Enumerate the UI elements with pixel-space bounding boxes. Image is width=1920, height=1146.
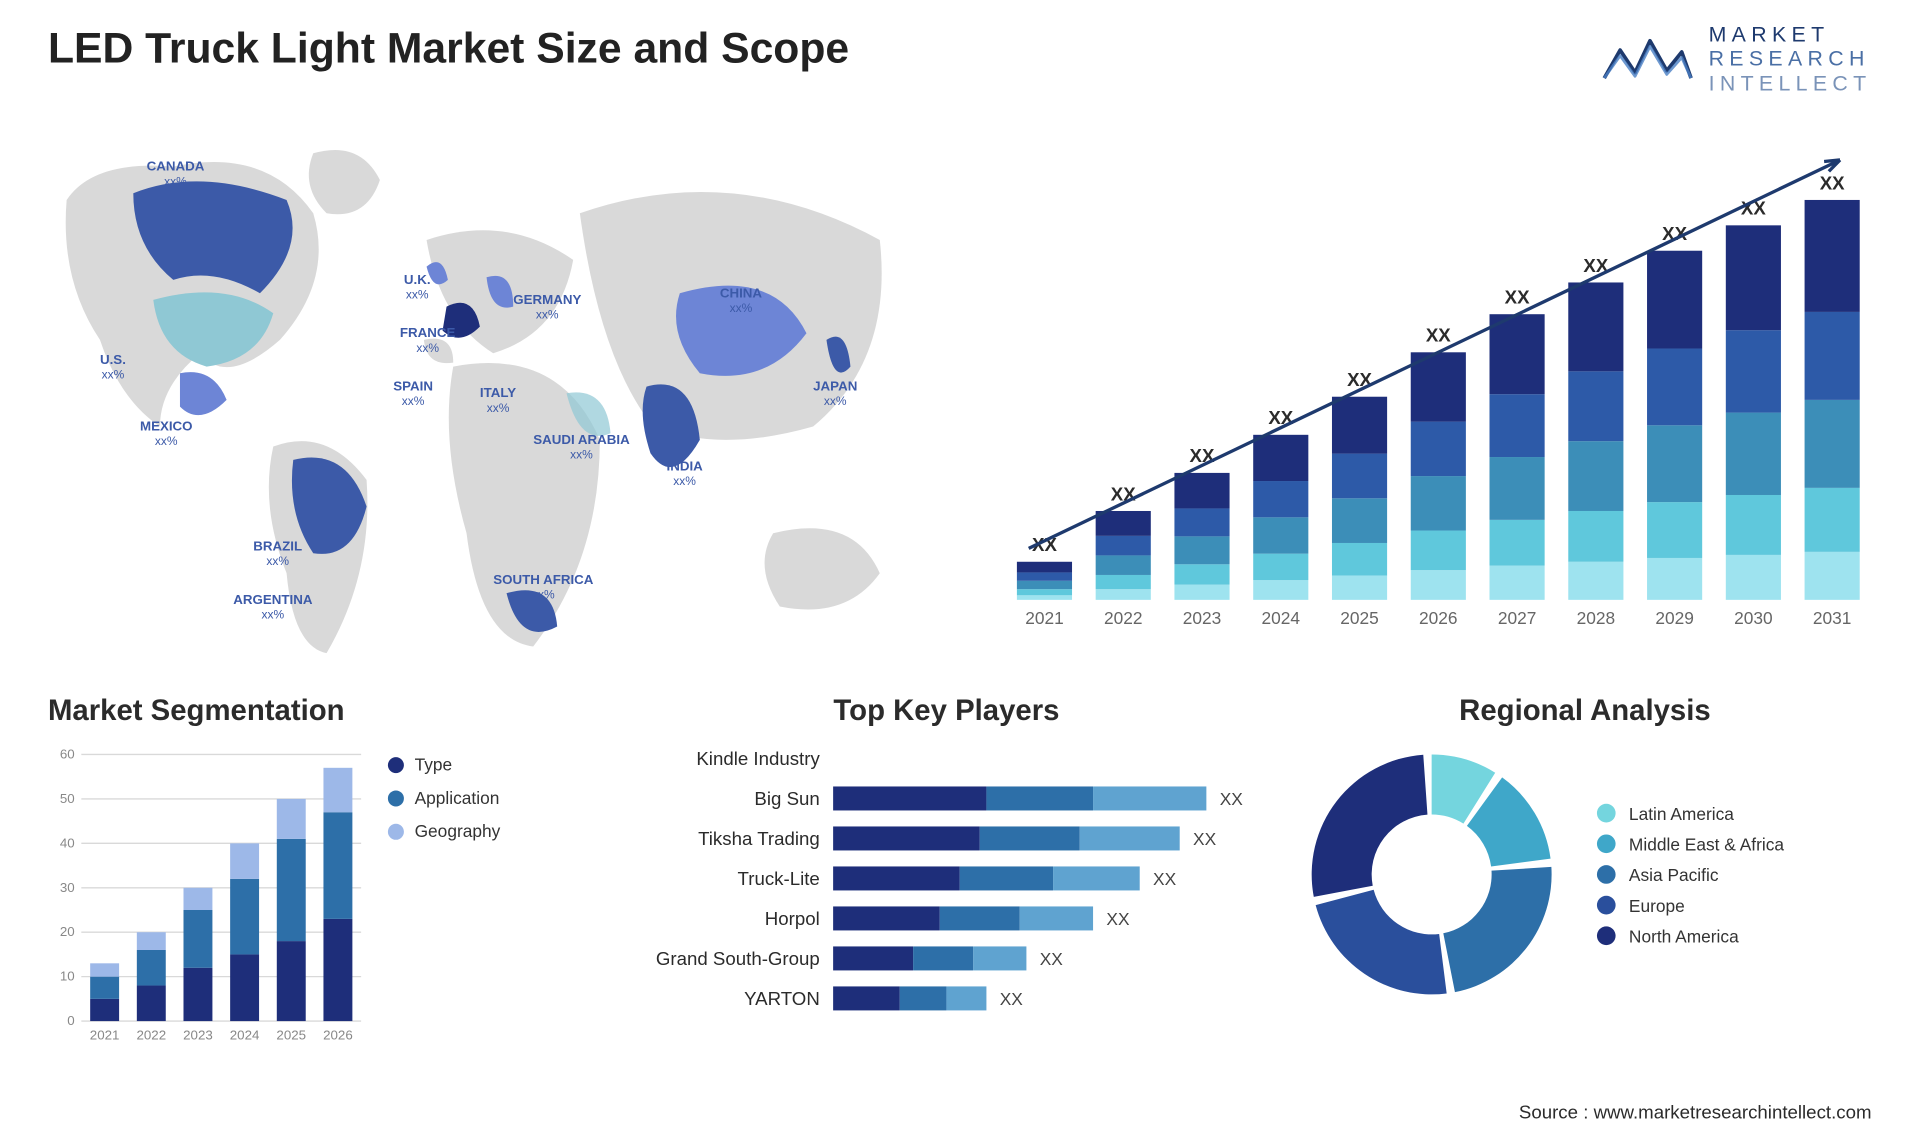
svg-text:2030: 2030	[1734, 608, 1773, 628]
country-label: CANADAxx%	[147, 160, 205, 189]
logo-mark-icon	[1599, 29, 1692, 93]
regional-legend-item: Asia Pacific	[1597, 864, 1784, 884]
svg-text:2022: 2022	[1104, 608, 1143, 628]
segmentation-legend-item: Geography	[388, 821, 500, 841]
player-label: Kindle Industry	[620, 738, 833, 778]
player-label: Horpol	[620, 898, 833, 938]
player-label: Big Sun	[620, 778, 833, 818]
regional-legend-item: Europe	[1597, 895, 1784, 915]
player-value-label: XX	[1000, 988, 1023, 1008]
svg-text:0: 0	[67, 1013, 74, 1028]
country-label: SPAINxx%	[393, 380, 433, 409]
country-label: JAPANxx%	[813, 380, 857, 409]
svg-text:2024: 2024	[1262, 608, 1301, 628]
svg-text:2028: 2028	[1577, 608, 1616, 628]
regional-legend: Latin America Middle East & Africa Asia Pa…	[1597, 792, 1784, 956]
svg-text:XX: XX	[1190, 445, 1215, 466]
segmentation-legend-item: Application	[388, 788, 500, 808]
svg-text:2025: 2025	[276, 1028, 306, 1043]
country-label: BRAZILxx%	[253, 540, 302, 569]
segmentation-bar-chart: 0 10 20 30 40 50 60 2021 2022 2023 2024 2025 2026	[48, 741, 361, 1048]
segmentation-legend-item: Type	[388, 754, 500, 774]
svg-text:2031: 2031	[1813, 608, 1852, 628]
country-label: ITALYxx%	[480, 387, 516, 416]
svg-text:40: 40	[60, 835, 75, 850]
player-label: Truck-Lite	[620, 858, 833, 898]
svg-text:2023: 2023	[1183, 608, 1222, 628]
svg-text:2024: 2024	[230, 1028, 260, 1043]
player-value-label: XX	[1193, 828, 1216, 848]
svg-text:30: 30	[60, 880, 75, 895]
growth-bar-chart: XX2021XX2022XX2023XX2024XX2025XX2026XX20…	[992, 147, 1872, 640]
svg-text:2023: 2023	[183, 1028, 213, 1043]
page-title: LED Truck Light Market Size and Scope	[48, 24, 849, 73]
svg-text:2022: 2022	[136, 1028, 166, 1043]
player-label: Grand South-Group	[620, 938, 833, 978]
player-label: Tiksha Trading	[620, 818, 833, 858]
regional-section: Regional Analysis Latin America Middle Ea…	[1298, 693, 1871, 1008]
players-bars-column: XXXXXXXXXXXX	[833, 738, 1273, 1018]
key-players-section: Top Key Players Kindle IndustryBig SunTi…	[620, 693, 1273, 1018]
country-label: U.K.xx%	[404, 273, 431, 302]
svg-text:50: 50	[60, 791, 75, 806]
country-label: GERMANYxx%	[513, 293, 581, 322]
player-value-label: XX	[1220, 788, 1243, 808]
country-label: FRANCExx%	[400, 327, 456, 356]
segmentation-legend: Type Application Geography	[388, 741, 500, 1048]
regional-legend-item: North America	[1597, 926, 1784, 946]
svg-text:2025: 2025	[1340, 608, 1379, 628]
player-label: YARTON	[620, 978, 833, 1018]
regional-legend-item: Latin America	[1597, 803, 1784, 823]
country-label: CHINAxx%	[720, 287, 762, 316]
players-heading: Top Key Players	[620, 693, 1273, 728]
country-label: SAUDI ARABIAxx%	[533, 433, 630, 462]
player-value-label: XX	[1040, 948, 1063, 968]
logo-line-2: RESEARCH	[1709, 49, 1872, 74]
regional-legend-item: Middle East & Africa	[1597, 834, 1784, 854]
brand-logo: MARKET RESEARCH INTELLECT	[1599, 24, 1871, 98]
logo-line-3: INTELLECT	[1709, 73, 1872, 98]
player-bar-row: XX	[833, 858, 1273, 898]
logo-text: MARKET RESEARCH INTELLECT	[1709, 24, 1872, 98]
svg-text:XX: XX	[1505, 287, 1530, 308]
svg-text:2021: 2021	[1025, 608, 1064, 628]
players-label-column: Kindle IndustryBig SunTiksha TradingTruc…	[620, 738, 833, 1018]
player-bar-row: XX	[833, 818, 1273, 858]
svg-text:2026: 2026	[1419, 608, 1458, 628]
segmentation-heading: Market Segmentation	[48, 693, 581, 728]
svg-text:2021: 2021	[90, 1028, 120, 1043]
svg-text:XX: XX	[1426, 325, 1451, 346]
player-bar-row: XX	[833, 898, 1273, 938]
svg-text:2029: 2029	[1655, 608, 1694, 628]
svg-text:XX: XX	[1111, 483, 1136, 504]
country-label: ARGENTINAxx%	[233, 593, 312, 622]
country-label: INDIAxx%	[667, 460, 703, 489]
regional-heading: Regional Analysis	[1298, 693, 1871, 728]
svg-text:XX: XX	[1820, 172, 1845, 193]
svg-text:10: 10	[60, 969, 75, 984]
source-citation: Source : www.marketresearchintellect.com	[1519, 1101, 1872, 1122]
player-value-label: XX	[1153, 868, 1176, 888]
player-bar-row: XX	[833, 778, 1273, 818]
country-label: SOUTH AFRICAxx%	[493, 573, 593, 602]
segmentation-section: Market Segmentation 0 10 20 30 40 50 60 2021 202…	[48, 693, 581, 1048]
player-bar-row	[833, 738, 1273, 778]
world-map-region: CANADAxx% U.S.xx% MEXICOxx% BRAZILxx% ARGENT…	[27, 120, 907, 667]
svg-text:20: 20	[60, 924, 75, 939]
player-bar-row: XX	[833, 938, 1273, 978]
world-map-icon	[27, 120, 907, 667]
player-bar-row: XX	[833, 978, 1273, 1018]
svg-text:2027: 2027	[1498, 608, 1537, 628]
svg-text:60: 60	[60, 746, 75, 761]
svg-text:2026: 2026	[323, 1028, 353, 1043]
country-label: MEXICOxx%	[140, 420, 193, 449]
regional-donut-chart	[1298, 741, 1565, 1008]
player-value-label: XX	[1106, 908, 1129, 928]
country-label: U.S.xx%	[100, 353, 126, 382]
logo-line-1: MARKET	[1709, 24, 1872, 49]
